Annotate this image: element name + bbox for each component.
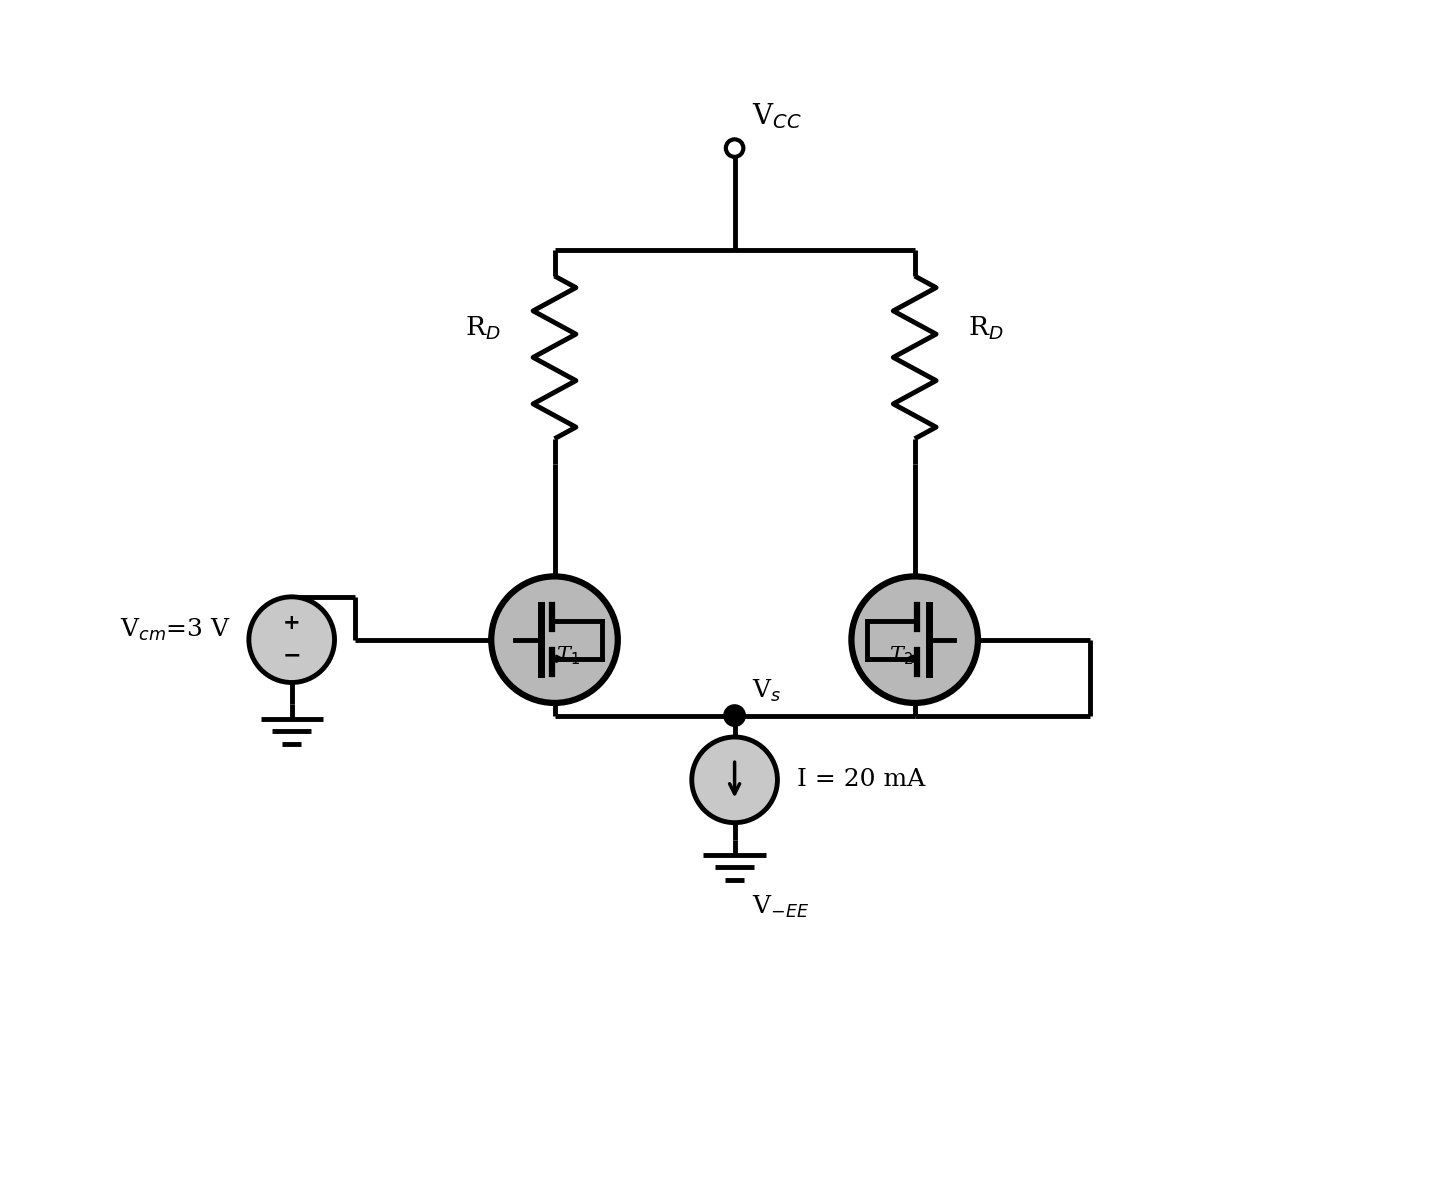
Circle shape <box>491 577 618 703</box>
Text: −: − <box>282 645 301 665</box>
Circle shape <box>851 577 978 703</box>
Text: R$_D$: R$_D$ <box>465 314 501 342</box>
Circle shape <box>249 597 334 682</box>
Circle shape <box>691 738 778 823</box>
Text: V$_{cm}$=3 V: V$_{cm}$=3 V <box>121 617 232 643</box>
Text: R$_D$: R$_D$ <box>968 314 1004 342</box>
Text: V$_s$: V$_s$ <box>752 677 782 704</box>
Text: T$_2$: T$_2$ <box>888 644 913 667</box>
Text: I = 20 mA: I = 20 mA <box>796 768 924 791</box>
Text: +: + <box>282 613 301 634</box>
Circle shape <box>724 704 746 726</box>
Circle shape <box>726 139 743 157</box>
Text: V$_{-EE}$: V$_{-EE}$ <box>752 894 809 920</box>
Text: V$_{CC}$: V$_{CC}$ <box>752 100 802 130</box>
Text: T$_1$: T$_1$ <box>556 644 580 667</box>
